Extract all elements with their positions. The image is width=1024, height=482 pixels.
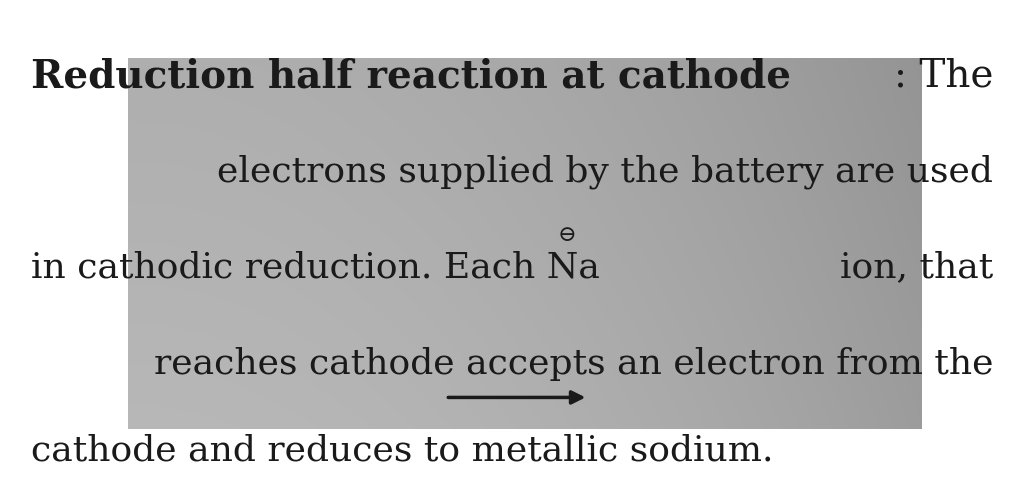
Text: cathode and reduces to metallic sodium.: cathode and reduces to metallic sodium. bbox=[31, 434, 773, 468]
Text: ⊖: ⊖ bbox=[558, 224, 577, 246]
Text: : The: : The bbox=[894, 58, 993, 95]
Text: reaches cathode accepts an electron from the: reaches cathode accepts an electron from… bbox=[154, 347, 993, 381]
Text: ion, that: ion, that bbox=[840, 251, 993, 285]
Text: Reduction half reaction at cathode: Reduction half reaction at cathode bbox=[31, 58, 791, 96]
Text: electrons supplied by the battery are used: electrons supplied by the battery are us… bbox=[217, 154, 993, 189]
Text: in cathodic reduction. Each Na: in cathodic reduction. Each Na bbox=[31, 251, 600, 285]
